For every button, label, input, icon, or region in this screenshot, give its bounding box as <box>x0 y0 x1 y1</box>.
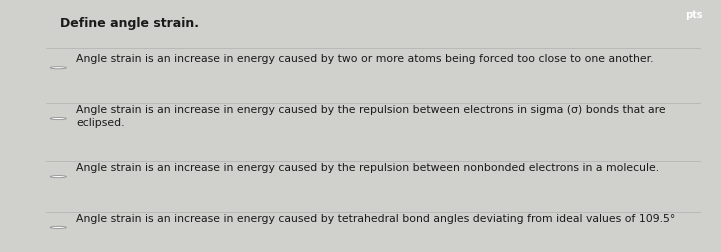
Text: Angle strain is an increase in energy caused by the repulsion between electrons : Angle strain is an increase in energy ca… <box>76 105 666 128</box>
Text: Define angle strain.: Define angle strain. <box>60 17 199 30</box>
Ellipse shape <box>50 117 66 120</box>
Ellipse shape <box>50 226 66 229</box>
Ellipse shape <box>50 67 66 69</box>
Text: Angle strain is an increase in energy caused by tetrahedral bond angles deviatin: Angle strain is an increase in energy ca… <box>76 214 676 224</box>
Text: Angle strain is an increase in energy caused by the repulsion between nonbonded : Angle strain is an increase in energy ca… <box>76 163 660 173</box>
Ellipse shape <box>50 176 66 178</box>
Text: pts: pts <box>686 10 703 20</box>
Text: Angle strain is an increase in energy caused by two or more atoms being forced t: Angle strain is an increase in energy ca… <box>76 54 654 65</box>
